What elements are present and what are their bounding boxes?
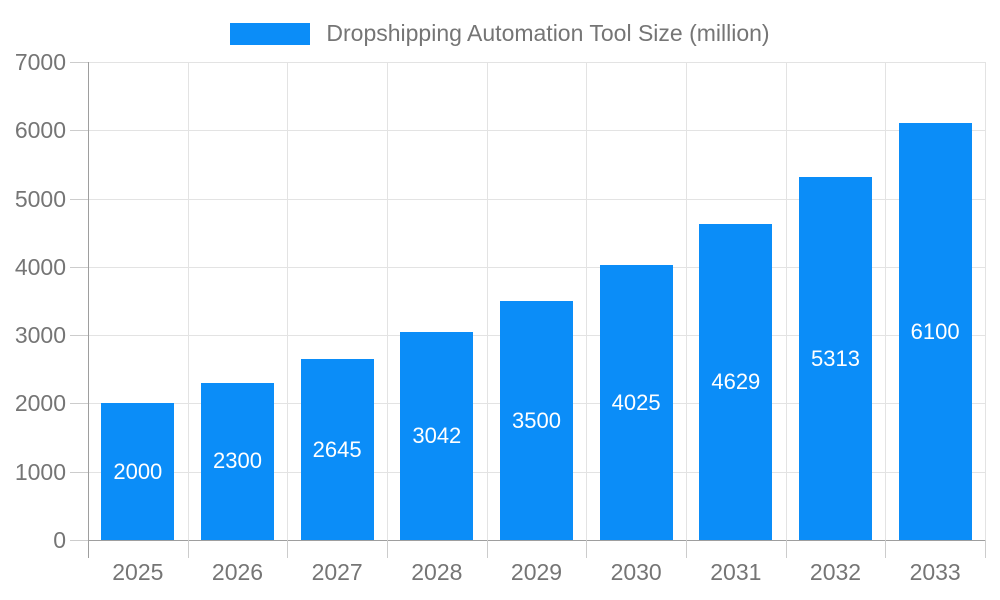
horizontal-gridline: [88, 130, 985, 132]
legend-swatch: [230, 22, 311, 45]
horizontal-gridline: [88, 62, 985, 63]
vertical-gridline: [586, 62, 588, 540]
x-axis-tick-label: 2031: [710, 559, 762, 585]
y-axis-tick: [70, 130, 88, 132]
bar-value-label: 6100: [910, 318, 960, 344]
bar-2028[interactable]: 3042: [400, 332, 474, 540]
bar-value-label: 3042: [412, 423, 462, 449]
x-axis-tick: [88, 540, 89, 558]
y-axis-tick-label: 1000: [14, 458, 66, 485]
y-axis-tick: [70, 266, 88, 268]
x-axis-tick-label: 2029: [510, 559, 563, 585]
y-axis-tick: [70, 335, 88, 337]
plot-area: 0 1000 2000 3000 4000 5000 6000 7000 2000 2025 230…: [15, 49, 986, 585]
x-axis-tick: [586, 540, 588, 558]
legend-label: Dropshipping Automation Tool Size (milli…: [326, 20, 770, 46]
vertical-gridline: [985, 62, 986, 540]
x-axis-tick: [387, 540, 388, 558]
y-axis-tick-label: 0: [53, 527, 66, 553]
y-axis-tick-label: 3000: [14, 322, 66, 349]
x-axis-tick: [985, 540, 986, 558]
bar-2031[interactable]: 4629: [699, 223, 773, 540]
bar-value-label: 4629: [711, 368, 761, 394]
x-axis-tick: [187, 540, 189, 558]
x-axis-tick: [885, 540, 887, 558]
x-axis-tick: [287, 540, 289, 558]
x-axis-tick: [785, 540, 787, 558]
bar-value-label: 2300: [213, 448, 262, 474]
vertical-gridline: [486, 62, 488, 540]
bar-2027[interactable]: 2645: [300, 359, 374, 540]
y-axis-tick: [70, 471, 88, 473]
bar-value-label: 2645: [312, 436, 362, 462]
y-axis-tick: [70, 198, 88, 200]
x-axis-line: [88, 540, 985, 541]
bar-value-label: 4025: [611, 389, 661, 415]
x-axis-tick-label: 2028: [411, 559, 463, 585]
y-axis-tick: [70, 62, 88, 63]
y-axis-tick-label: 7000: [14, 49, 66, 75]
bar-value-label: 5313: [811, 345, 860, 371]
x-axis-tick-label: 2030: [610, 559, 662, 585]
x-axis-tick-label: 2033: [909, 559, 961, 585]
horizontal-gridline: [88, 198, 985, 200]
x-axis-tick-label: 2025: [112, 559, 164, 585]
y-axis-tick-label: 5000: [14, 185, 66, 212]
x-axis-tick: [686, 540, 687, 558]
x-axis-tick-label: 2026: [211, 559, 264, 585]
x-axis-tick-label: 2032: [809, 559, 862, 585]
vertical-gridline: [387, 62, 388, 540]
bar-2026[interactable]: 2300: [201, 382, 274, 540]
bar-value-label: 3500: [512, 407, 561, 433]
y-axis-tick-label: 4000: [14, 253, 66, 280]
vertical-gridline: [287, 62, 289, 540]
horizontal-gridline: [88, 266, 985, 268]
legend-item[interactable]: Dropshipping Automation Tool Size (milli…: [0, 20, 1000, 47]
y-axis-tick-label: 2000: [14, 390, 66, 417]
x-axis-tick-label: 2027: [311, 559, 363, 585]
bar-2025[interactable]: 2000: [101, 403, 175, 540]
bar-2030[interactable]: 4025: [599, 265, 673, 540]
bar-2032[interactable]: 5313: [799, 177, 872, 540]
vertical-gridline: [686, 62, 687, 540]
vertical-gridline: [785, 62, 787, 540]
y-axis-tick: [70, 540, 88, 541]
y-axis-tick-label: 6000: [14, 117, 66, 144]
bar-value-label: 2000: [113, 458, 163, 484]
bar-2029[interactable]: 3500: [500, 301, 573, 540]
vertical-gridline: [885, 62, 887, 540]
x-axis-tick: [486, 540, 488, 558]
y-axis-tick: [70, 403, 88, 405]
bar-2033[interactable]: 6100: [898, 123, 972, 540]
y-axis-line: [88, 62, 89, 540]
vertical-gridline: [187, 62, 189, 540]
